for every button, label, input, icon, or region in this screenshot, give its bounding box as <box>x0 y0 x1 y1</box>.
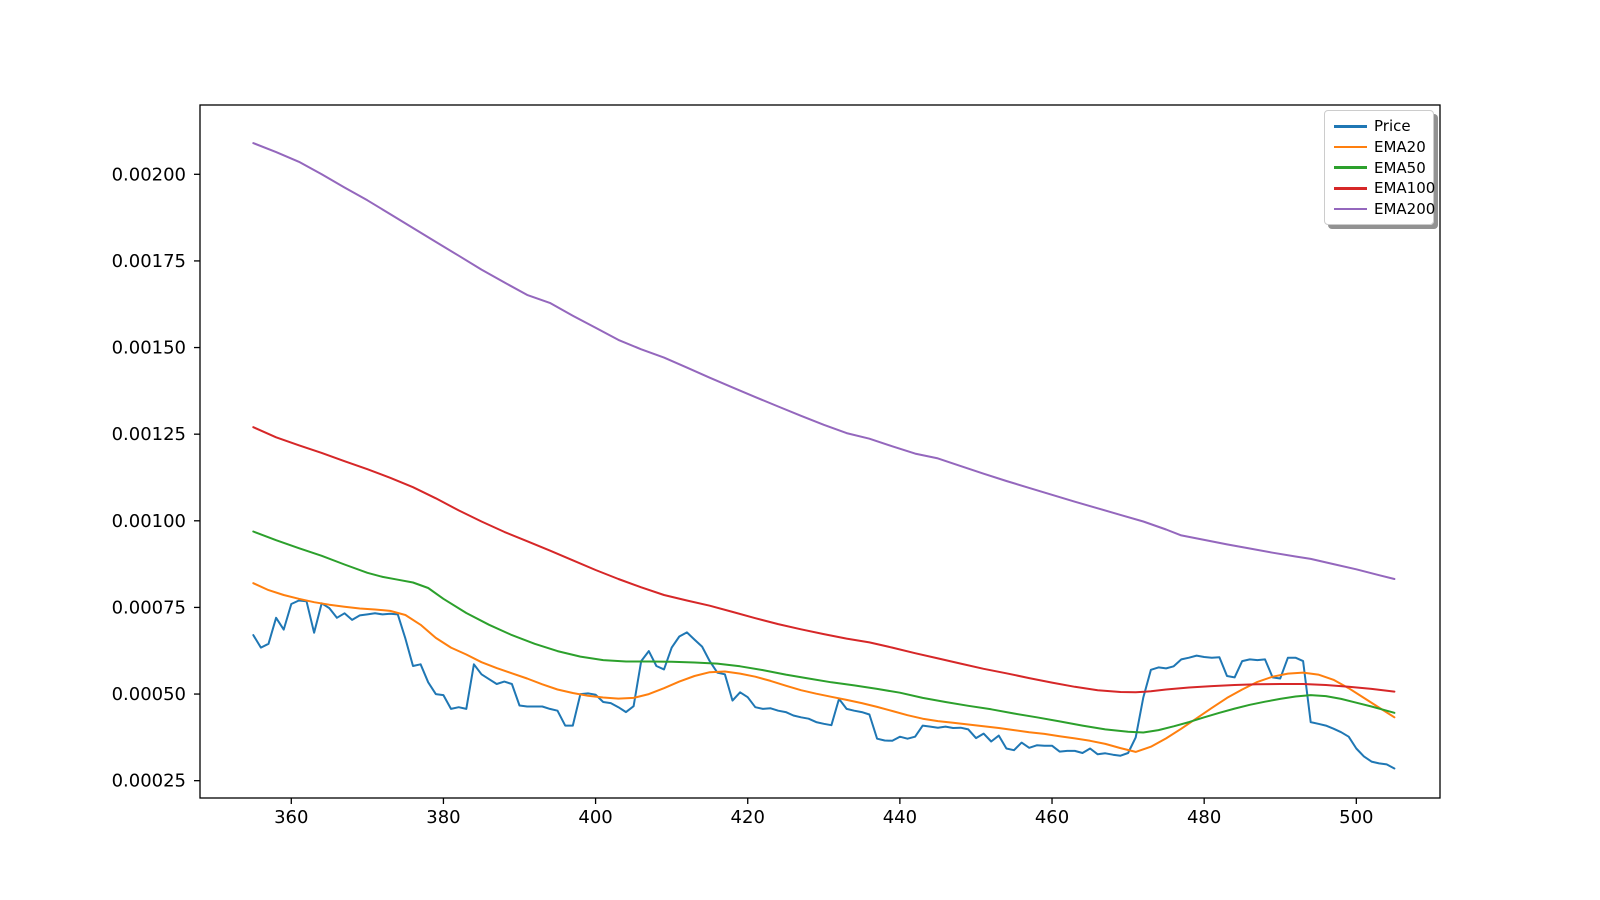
series-line-ema100 <box>252 426 1396 694</box>
x-axis: 360 380 400 420 440 460 480 500 <box>274 798 1373 828</box>
legend-label: EMA20 <box>1374 138 1426 157</box>
legend-line-sample-price <box>1334 125 1367 128</box>
y-tick-label: 0.00075 <box>112 597 186 618</box>
x-tick-label: 360 <box>274 807 308 828</box>
legend-row-ema20: EMA20 <box>1325 137 1433 158</box>
legend-line-sample-ema200 <box>1334 207 1367 211</box>
series-line-ema50 <box>252 530 1396 734</box>
legend-row-ema200: EMA200 <box>1325 199 1436 220</box>
legend-row-ema100: EMA100 <box>1325 178 1436 199</box>
legend-line-sample-ema100 <box>1334 187 1367 190</box>
legend-row-ema50: EMA50 <box>1325 157 1433 178</box>
x-tick-label: 480 <box>1187 807 1221 828</box>
series-line-ema200 <box>252 142 1396 580</box>
y-tick-label: 0.00125 <box>112 424 186 445</box>
y-axis: 0.00025 0.00050 0.00075 0.00100 0.00125 0.001… <box>112 164 200 792</box>
y-tick-label: 0.00100 <box>112 511 186 532</box>
x-tick-label: 500 <box>1339 807 1373 828</box>
legend-row-price: Price <box>1325 116 1433 137</box>
x-tick-label: 380 <box>426 807 460 828</box>
y-tick-label: 0.00050 <box>112 684 186 705</box>
legend-label: Price <box>1374 117 1411 136</box>
axes-frame <box>199 104 1441 799</box>
x-tick-label: 460 <box>1035 807 1069 828</box>
y-tick-label: 0.00150 <box>112 338 186 359</box>
legend-label: EMA200 <box>1374 200 1436 219</box>
legend-line-sample-ema50 <box>1334 166 1367 170</box>
x-tick-label: 420 <box>731 807 765 828</box>
legend-line-sample-ema20 <box>1334 145 1367 149</box>
y-tick-label: 0.00025 <box>112 771 186 792</box>
legend-label: EMA50 <box>1374 158 1426 177</box>
y-tick-label: 0.00175 <box>112 251 186 272</box>
x-tick-label: 400 <box>578 807 612 828</box>
legend-label: EMA100 <box>1374 179 1436 198</box>
x-tick-label: 440 <box>883 807 917 828</box>
y-tick-label: 0.00200 <box>112 164 186 185</box>
legend: Price EMA20 EMA50 EMA100 EMA200 <box>1324 110 1436 226</box>
series-line-price <box>252 599 1396 770</box>
series-line-ema20 <box>252 582 1396 753</box>
